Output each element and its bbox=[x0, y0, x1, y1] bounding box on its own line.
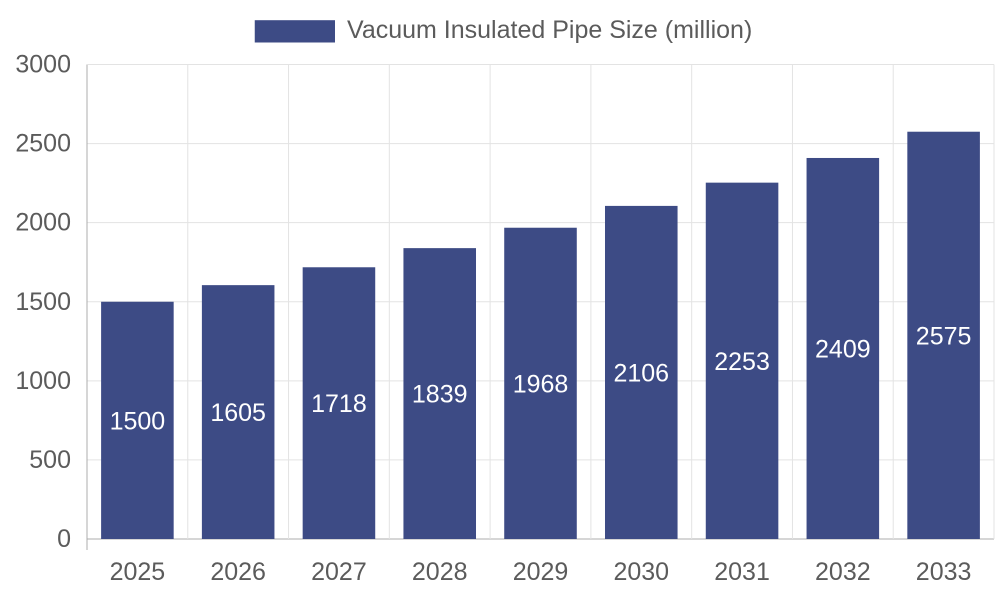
svg-text:1839: 1839 bbox=[412, 381, 468, 409]
svg-text:2106: 2106 bbox=[613, 359, 669, 387]
svg-text:2028: 2028 bbox=[412, 558, 468, 586]
svg-text:1605: 1605 bbox=[210, 399, 266, 427]
svg-text:2029: 2029 bbox=[513, 558, 569, 586]
svg-text:2500: 2500 bbox=[15, 130, 71, 158]
svg-text:3000: 3000 bbox=[15, 51, 71, 79]
svg-text:2409: 2409 bbox=[815, 335, 871, 363]
svg-text:2253: 2253 bbox=[714, 348, 770, 376]
svg-text:0: 0 bbox=[57, 525, 71, 553]
svg-text:1968: 1968 bbox=[513, 370, 569, 398]
svg-text:2033: 2033 bbox=[916, 558, 972, 586]
svg-text:2025: 2025 bbox=[110, 558, 166, 586]
svg-text:1000: 1000 bbox=[15, 367, 71, 395]
svg-text:500: 500 bbox=[29, 446, 71, 474]
svg-text:2027: 2027 bbox=[311, 558, 367, 586]
svg-text:2026: 2026 bbox=[210, 558, 266, 586]
svg-text:2031: 2031 bbox=[714, 558, 770, 586]
svg-text:2032: 2032 bbox=[815, 558, 871, 586]
svg-text:1500: 1500 bbox=[110, 407, 166, 435]
svg-text:2575: 2575 bbox=[916, 322, 972, 350]
svg-text:2000: 2000 bbox=[15, 209, 71, 237]
svg-text:1500: 1500 bbox=[15, 288, 71, 316]
svg-text:Vacuum Insulated Pipe Size (mi: Vacuum Insulated Pipe Size (million) bbox=[347, 16, 752, 44]
svg-text:2030: 2030 bbox=[613, 558, 669, 586]
svg-text:1718: 1718 bbox=[311, 390, 367, 418]
